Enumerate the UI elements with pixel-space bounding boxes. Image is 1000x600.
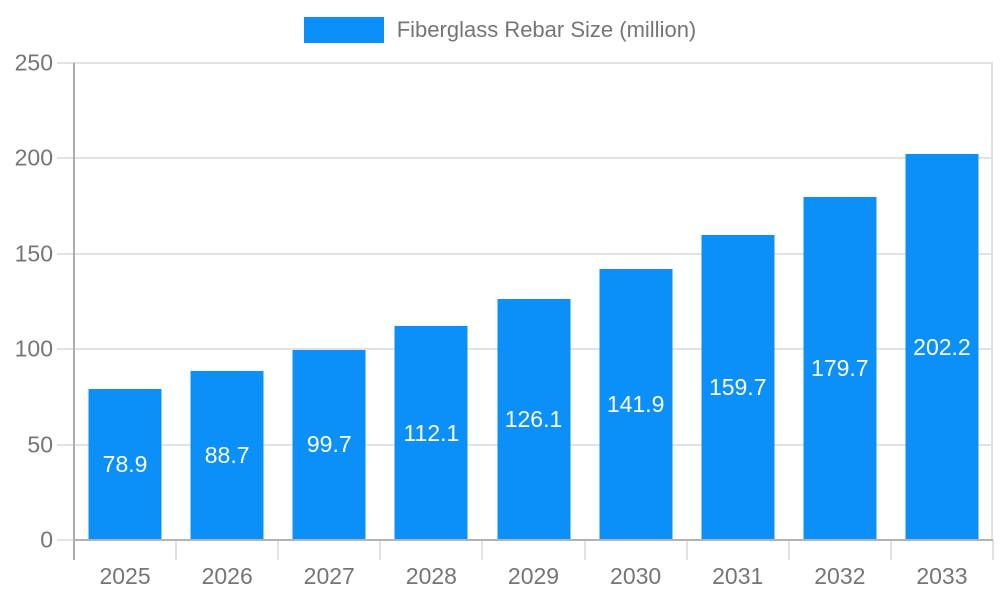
x-tick-1 [175,540,178,560]
bar-2028[interactable]: 112.1 [394,326,468,540]
bar-value-label: 141.9 [606,391,665,418]
bar-2030[interactable]: 141.9 [599,269,673,540]
x-tick-label-2033: 2033 [916,563,968,589]
y-tick-label-250: 250 [14,49,53,76]
plot-area: 78.9 88.7 99.7 112.1 126.1 141.9 159.7 179.7 202… [57,62,994,560]
y-tick-label-150: 150 [14,240,53,267]
bar-2025[interactable]: 78.9 [88,389,162,540]
x-tick-7 [787,540,790,560]
x-tick-3 [379,540,382,560]
plot-right-border [991,63,993,540]
x-axis-line [74,539,993,541]
x-tick-4 [481,540,484,560]
bar-2026[interactable]: 88.7 [190,370,264,540]
x-tick-label-2027: 2027 [303,563,355,589]
y-tick-label-200: 200 [14,144,53,171]
bar-value-label: 202.2 [913,333,971,360]
legend-label: Fiberglass Rebar Size (million) [396,17,697,42]
gridline-250 [57,62,993,64]
gridline-200 [57,157,993,160]
legend-swatch [303,17,384,43]
bar-2029[interactable]: 126.1 [497,299,570,540]
bar-value-label: 78.9 [102,451,148,478]
x-tick-label-2025: 2025 [99,563,151,589]
bar-value-label: 126.1 [504,406,563,433]
bar-2032[interactable]: 179.7 [803,197,877,540]
x-axis-labels: 2025 2026 2027 2028 2029 2030 2031 2032 2033 [74,563,993,593]
bar-value-label: 99.7 [306,431,352,458]
bar-2027[interactable]: 99.7 [292,349,366,540]
x-tick-6 [685,540,688,560]
bar-2031[interactable]: 159.7 [701,235,775,540]
x-tick-label-2032: 2032 [814,563,866,589]
y-axis-labels: 0 50 100 150 200 250 [0,51,53,551]
legend[interactable]: Fiberglass Rebar Size (million) [0,17,1000,43]
x-tick-label-2029: 2029 [507,563,560,589]
y-tick-label-0: 0 [40,526,53,553]
x-tick-8 [889,540,892,560]
bar-2033[interactable]: 202.2 [905,154,979,540]
bar-value-label: 112.1 [403,419,460,446]
x-tick-2 [277,540,280,560]
gridline-150 [57,252,993,255]
y-tick-label-100: 100 [14,335,53,362]
x-tick-9 [992,540,994,560]
bar-value-label: 159.7 [708,374,767,401]
x-tick-label-2031: 2031 [712,563,764,589]
y-tick-label-50: 50 [27,431,53,458]
x-tick-label-2028: 2028 [405,563,457,589]
y-axis-line [73,63,75,560]
x-tick-5 [583,540,586,560]
bar-value-label: 179.7 [811,355,869,382]
bar-value-label: 88.7 [204,441,250,468]
x-tick-label-2030: 2030 [610,563,662,589]
x-tick-label-2026: 2026 [201,563,253,589]
